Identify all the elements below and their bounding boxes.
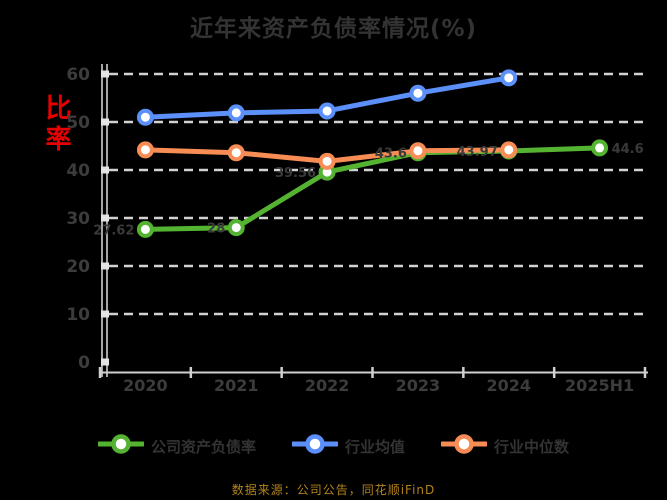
industry-median-line-marker-icon bbox=[439, 431, 489, 461]
data-point bbox=[591, 139, 609, 157]
series-line-0 bbox=[142, 145, 603, 232]
footer-source-text: 数据来源：公司公告，同花顺iFinD bbox=[231, 483, 436, 497]
data-point-label: 27.62 bbox=[93, 223, 134, 238]
data-point bbox=[409, 142, 427, 160]
legend-item-industry-median[interactable]: 行业中位数 bbox=[439, 431, 570, 461]
y-axis-tick bbox=[101, 118, 109, 126]
y-tick-label: 20 bbox=[66, 257, 90, 277]
legend-label: 行业均值 bbox=[344, 437, 405, 456]
x-tick-label: 2025H1 bbox=[565, 376, 634, 395]
industry-mean-line-marker-icon bbox=[290, 431, 340, 461]
y-tick-label: 10 bbox=[66, 305, 90, 325]
x-tick-label: 2021 bbox=[214, 376, 259, 395]
data-point bbox=[136, 141, 154, 159]
y-tick-label: 40 bbox=[66, 161, 90, 181]
data-point bbox=[409, 84, 427, 102]
x-tick-label: 2023 bbox=[396, 376, 441, 395]
y-tick-label: 50 bbox=[66, 113, 90, 133]
y-tick-label: 0 bbox=[78, 353, 90, 373]
data-point-label: 43.97 bbox=[457, 145, 498, 160]
legend: 公司资产负债率 行业均值 行业中位数 bbox=[0, 431, 667, 461]
data-point bbox=[318, 152, 336, 170]
company-ratio-line-marker-icon bbox=[96, 431, 146, 461]
legend-item-company-ratio[interactable]: 公司资产负债率 bbox=[96, 431, 256, 461]
x-tick-label: 2020 bbox=[123, 376, 168, 395]
data-point bbox=[227, 219, 245, 237]
x-tick-label: 2022 bbox=[305, 376, 350, 395]
x-tick-label: 2024 bbox=[486, 376, 531, 395]
y-tick-label: 30 bbox=[66, 209, 90, 229]
y-axis-tick bbox=[101, 214, 109, 222]
y-axis-tick bbox=[101, 310, 109, 318]
data-point-label: 43.6 bbox=[375, 147, 407, 162]
y-axis-tick bbox=[101, 358, 109, 366]
y-axis-tick bbox=[101, 70, 109, 78]
data-point bbox=[136, 108, 154, 126]
data-point-label: 39.56 bbox=[275, 166, 316, 181]
y-axis-tick bbox=[101, 262, 109, 270]
y-axis-tick bbox=[101, 166, 109, 174]
legend-item-industry-mean[interactable]: 行业均值 bbox=[290, 431, 405, 461]
data-point bbox=[500, 69, 518, 87]
data-point-label: 44.6 bbox=[612, 142, 644, 157]
chart-title: 近年来资产负债率情况(%) bbox=[189, 16, 478, 42]
data-point bbox=[318, 102, 336, 120]
legend-label: 公司资产负债率 bbox=[150, 437, 256, 456]
y-axis-unit-label: 比率 bbox=[41, 94, 71, 156]
y-tick-label: 60 bbox=[66, 65, 90, 85]
data-point bbox=[227, 104, 245, 122]
line-chart: 0 10 20 30 40 50 60 2020 2021 2022 2023 2024 2025H1 2… bbox=[66, 64, 648, 395]
data-point bbox=[136, 220, 154, 238]
data-point bbox=[227, 144, 245, 162]
data-point-label: 28 bbox=[207, 222, 225, 237]
legend-label: 行业中位数 bbox=[494, 437, 570, 456]
data-point bbox=[500, 141, 518, 159]
